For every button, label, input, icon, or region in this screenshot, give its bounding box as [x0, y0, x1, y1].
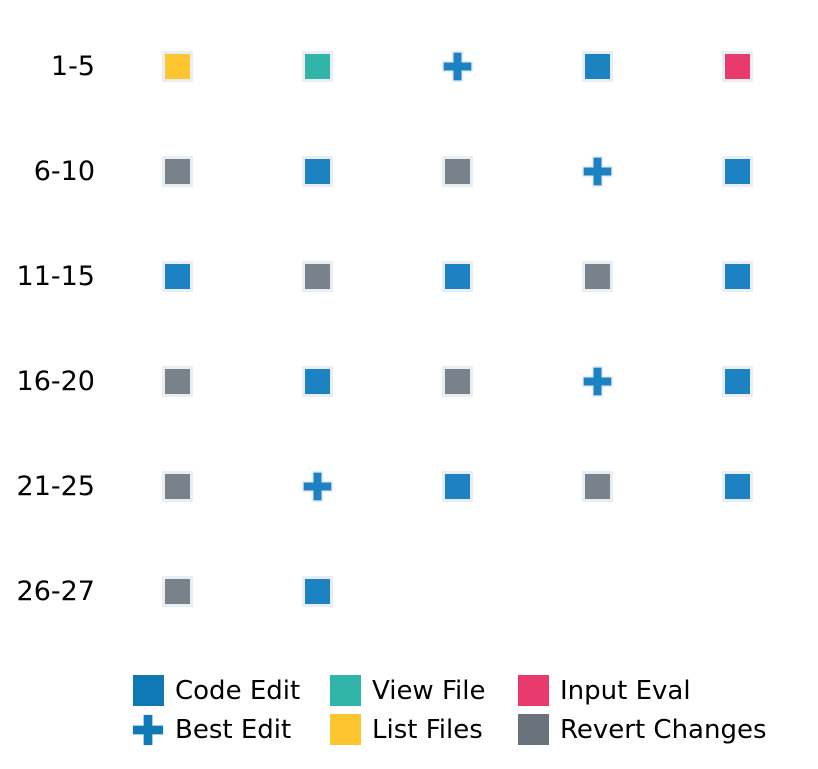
best-edit-marker — [581, 365, 614, 398]
grid-cell — [527, 14, 667, 119]
best-edit-marker — [301, 470, 334, 503]
grid-row: 1-5 — [0, 14, 818, 119]
code-edit-marker — [441, 471, 473, 502]
legend-label: Input Eval — [560, 675, 691, 706]
code-edit-marker — [721, 366, 753, 397]
grid-cell — [387, 329, 527, 434]
legend-item-view-file: View File — [330, 674, 518, 707]
list-files-marker — [161, 51, 193, 82]
code-edit-marker — [441, 261, 473, 292]
grid-cell — [527, 119, 667, 224]
row-label: 16-20 — [16, 366, 95, 397]
grid-cell — [667, 14, 807, 119]
revert-changes-marker — [161, 471, 193, 502]
revert-changes-marker — [161, 576, 193, 607]
legend-item-code-edit: Code Edit — [133, 674, 330, 707]
best-edit-marker — [441, 50, 474, 83]
code-edit-marker — [721, 471, 753, 502]
grid-cell — [527, 539, 667, 644]
row-label: 11-15 — [16, 261, 95, 292]
grid-cell — [387, 434, 527, 539]
revert-changes-marker — [161, 156, 193, 187]
grid-row: 6-10 — [0, 119, 818, 224]
grid-cell — [387, 539, 527, 644]
grid-cell — [247, 329, 387, 434]
best-edit-legend-marker — [130, 712, 166, 748]
grid-cell — [527, 434, 667, 539]
legend: Code Edit View File Input Eval Best Edit Lis… — [130, 674, 818, 748]
revert-changes-legend-marker — [518, 714, 549, 745]
code-edit-legend-marker — [133, 675, 164, 706]
grid-cell — [527, 224, 667, 329]
input-eval-marker — [721, 51, 753, 82]
code-edit-marker — [721, 156, 753, 187]
code-edit-marker — [581, 51, 613, 82]
row-label: 6-10 — [33, 156, 95, 187]
revert-changes-marker — [161, 366, 193, 397]
revert-changes-marker — [301, 261, 333, 292]
grid-cell — [387, 14, 527, 119]
legend-label: Best Edit — [175, 714, 292, 745]
input-eval-legend-marker — [518, 675, 549, 706]
row-label: 1-5 — [50, 51, 95, 82]
grid-cell — [247, 434, 387, 539]
grid-cell — [107, 224, 247, 329]
grid-cell — [387, 224, 527, 329]
grid-cell — [107, 329, 247, 434]
code-edit-marker — [301, 366, 333, 397]
list-files-legend-marker — [330, 714, 361, 745]
view-file-marker — [301, 51, 333, 82]
revert-changes-marker — [581, 261, 613, 292]
legend-label: Code Edit — [175, 675, 301, 706]
grid-cell — [667, 434, 807, 539]
grid-row: 21-25 — [0, 434, 818, 539]
grid-row: 11-15 — [0, 224, 818, 329]
legend-item-input-eval: Input Eval — [518, 674, 818, 707]
row-label: 26-27 — [16, 576, 95, 607]
grid-cell — [667, 539, 807, 644]
action-grid: 1-5 6-10 11-15 16-20 21-25 26-27 — [0, 14, 818, 644]
legend-item-list-files: List Files — [330, 713, 518, 746]
legend-label: Revert Changes — [560, 714, 767, 745]
grid-cell — [107, 14, 247, 119]
grid-cell — [107, 119, 247, 224]
row-label: 21-25 — [16, 471, 95, 502]
grid-cell — [107, 434, 247, 539]
grid-cell — [667, 119, 807, 224]
grid-cell — [107, 539, 247, 644]
grid-row: 16-20 — [0, 329, 818, 434]
legend-label: View File — [372, 675, 486, 706]
legend-item-best-edit: Best Edit — [130, 712, 330, 748]
legend-item-revert-changes: Revert Changes — [518, 713, 818, 746]
revert-changes-marker — [441, 156, 473, 187]
grid-cell — [667, 224, 807, 329]
grid-cell — [247, 119, 387, 224]
view-file-legend-marker — [330, 675, 361, 706]
legend-label: List Files — [372, 714, 483, 745]
grid-row: 26-27 — [0, 539, 818, 644]
code-edit-marker — [301, 156, 333, 187]
grid-cell — [247, 14, 387, 119]
code-edit-marker — [161, 261, 193, 292]
grid-cell — [527, 329, 667, 434]
revert-changes-marker — [581, 471, 613, 502]
code-edit-marker — [301, 576, 333, 607]
grid-cell — [667, 329, 807, 434]
best-edit-marker — [581, 155, 614, 188]
revert-changes-marker — [441, 366, 473, 397]
grid-cell — [387, 119, 527, 224]
grid-cell — [247, 224, 387, 329]
code-edit-marker — [721, 261, 753, 292]
grid-cell — [247, 539, 387, 644]
